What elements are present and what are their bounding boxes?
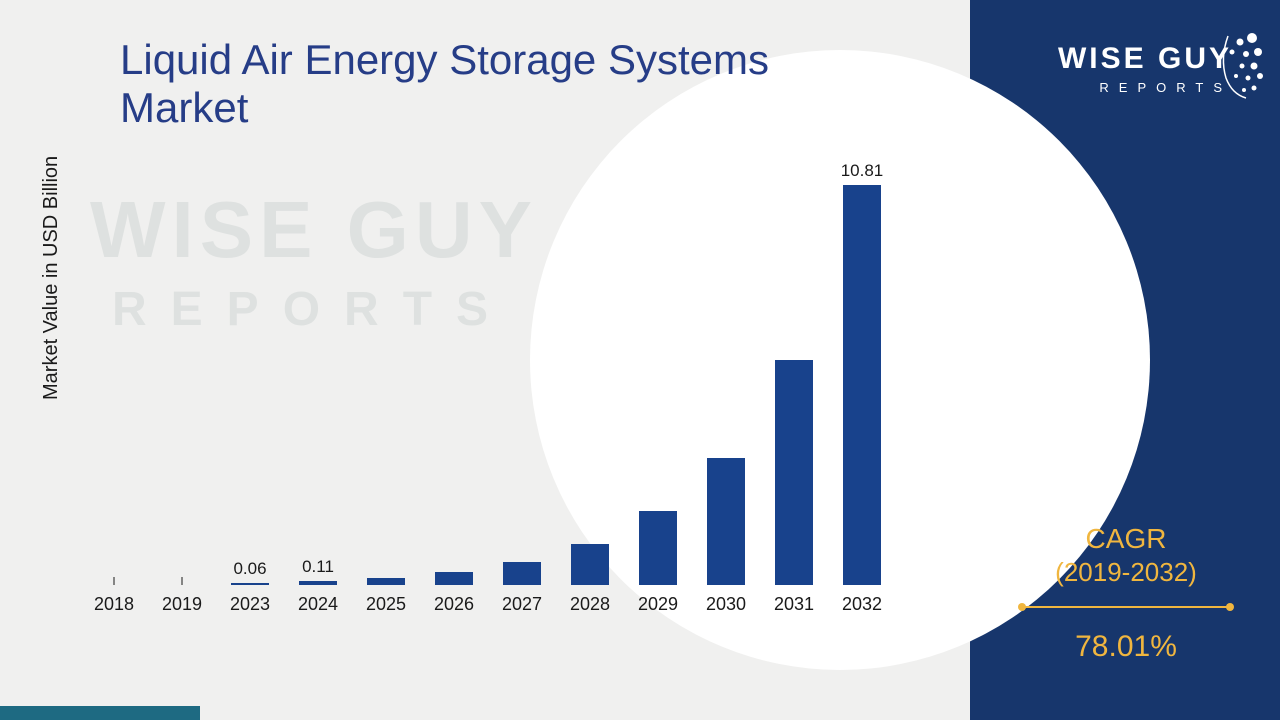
- cagr-value: 78.01%: [1016, 630, 1236, 664]
- logo-line1: WISE GUY: [1058, 42, 1232, 76]
- x-category: 2030: [692, 594, 760, 615]
- x-category: 2026: [420, 594, 488, 615]
- bar-chart: 0.060.1110.81 20182019202320242025202620…: [80, 185, 900, 615]
- bar-value-label: 0.11: [284, 557, 352, 581]
- x-category: 2018: [80, 594, 148, 615]
- brand-logo: WISE GUY REPORTS: [1058, 42, 1232, 95]
- logo-head-icon: [1218, 28, 1266, 100]
- page-root: WISE GUY REPORTS WISE GUY REPORTS Liquid…: [0, 0, 1280, 720]
- x-category: 2028: [556, 594, 624, 615]
- x-category: 2023: [216, 594, 284, 615]
- y-axis-label: Market Value in USD Billion: [40, 156, 63, 400]
- bar-tick: [182, 577, 183, 585]
- bar: [571, 544, 609, 585]
- cagr-period: (2019-2032): [1016, 557, 1236, 588]
- bar: [231, 583, 269, 585]
- x-category: 2025: [352, 594, 420, 615]
- cagr-label: CAGR: [1016, 523, 1236, 555]
- x-category: 2029: [624, 594, 692, 615]
- x-category: 2032: [828, 594, 896, 615]
- x-category: 2019: [148, 594, 216, 615]
- bars-container: 0.060.1110.81: [80, 185, 900, 585]
- bar: [639, 511, 677, 585]
- bar: [367, 578, 405, 585]
- bar: [435, 572, 473, 585]
- bar-value-label: 0.06: [216, 559, 284, 583]
- cagr-panel: CAGR (2019-2032) 78.01%: [1016, 523, 1236, 664]
- bar: [299, 581, 337, 585]
- bar: [503, 562, 541, 585]
- bar: [843, 185, 881, 585]
- x-category: 2024: [284, 594, 352, 615]
- bar-value-label: 10.81: [828, 161, 896, 185]
- cagr-divider: [1022, 606, 1230, 608]
- footer-accent: [0, 706, 200, 720]
- logo-line2: REPORTS: [1058, 80, 1232, 95]
- bar: [775, 360, 813, 585]
- x-category: 2027: [488, 594, 556, 615]
- chart-title: Liquid Air Energy Storage Systems Market: [120, 36, 880, 133]
- x-category: 2031: [760, 594, 828, 615]
- bar: [707, 458, 745, 585]
- bar-tick: [114, 577, 115, 585]
